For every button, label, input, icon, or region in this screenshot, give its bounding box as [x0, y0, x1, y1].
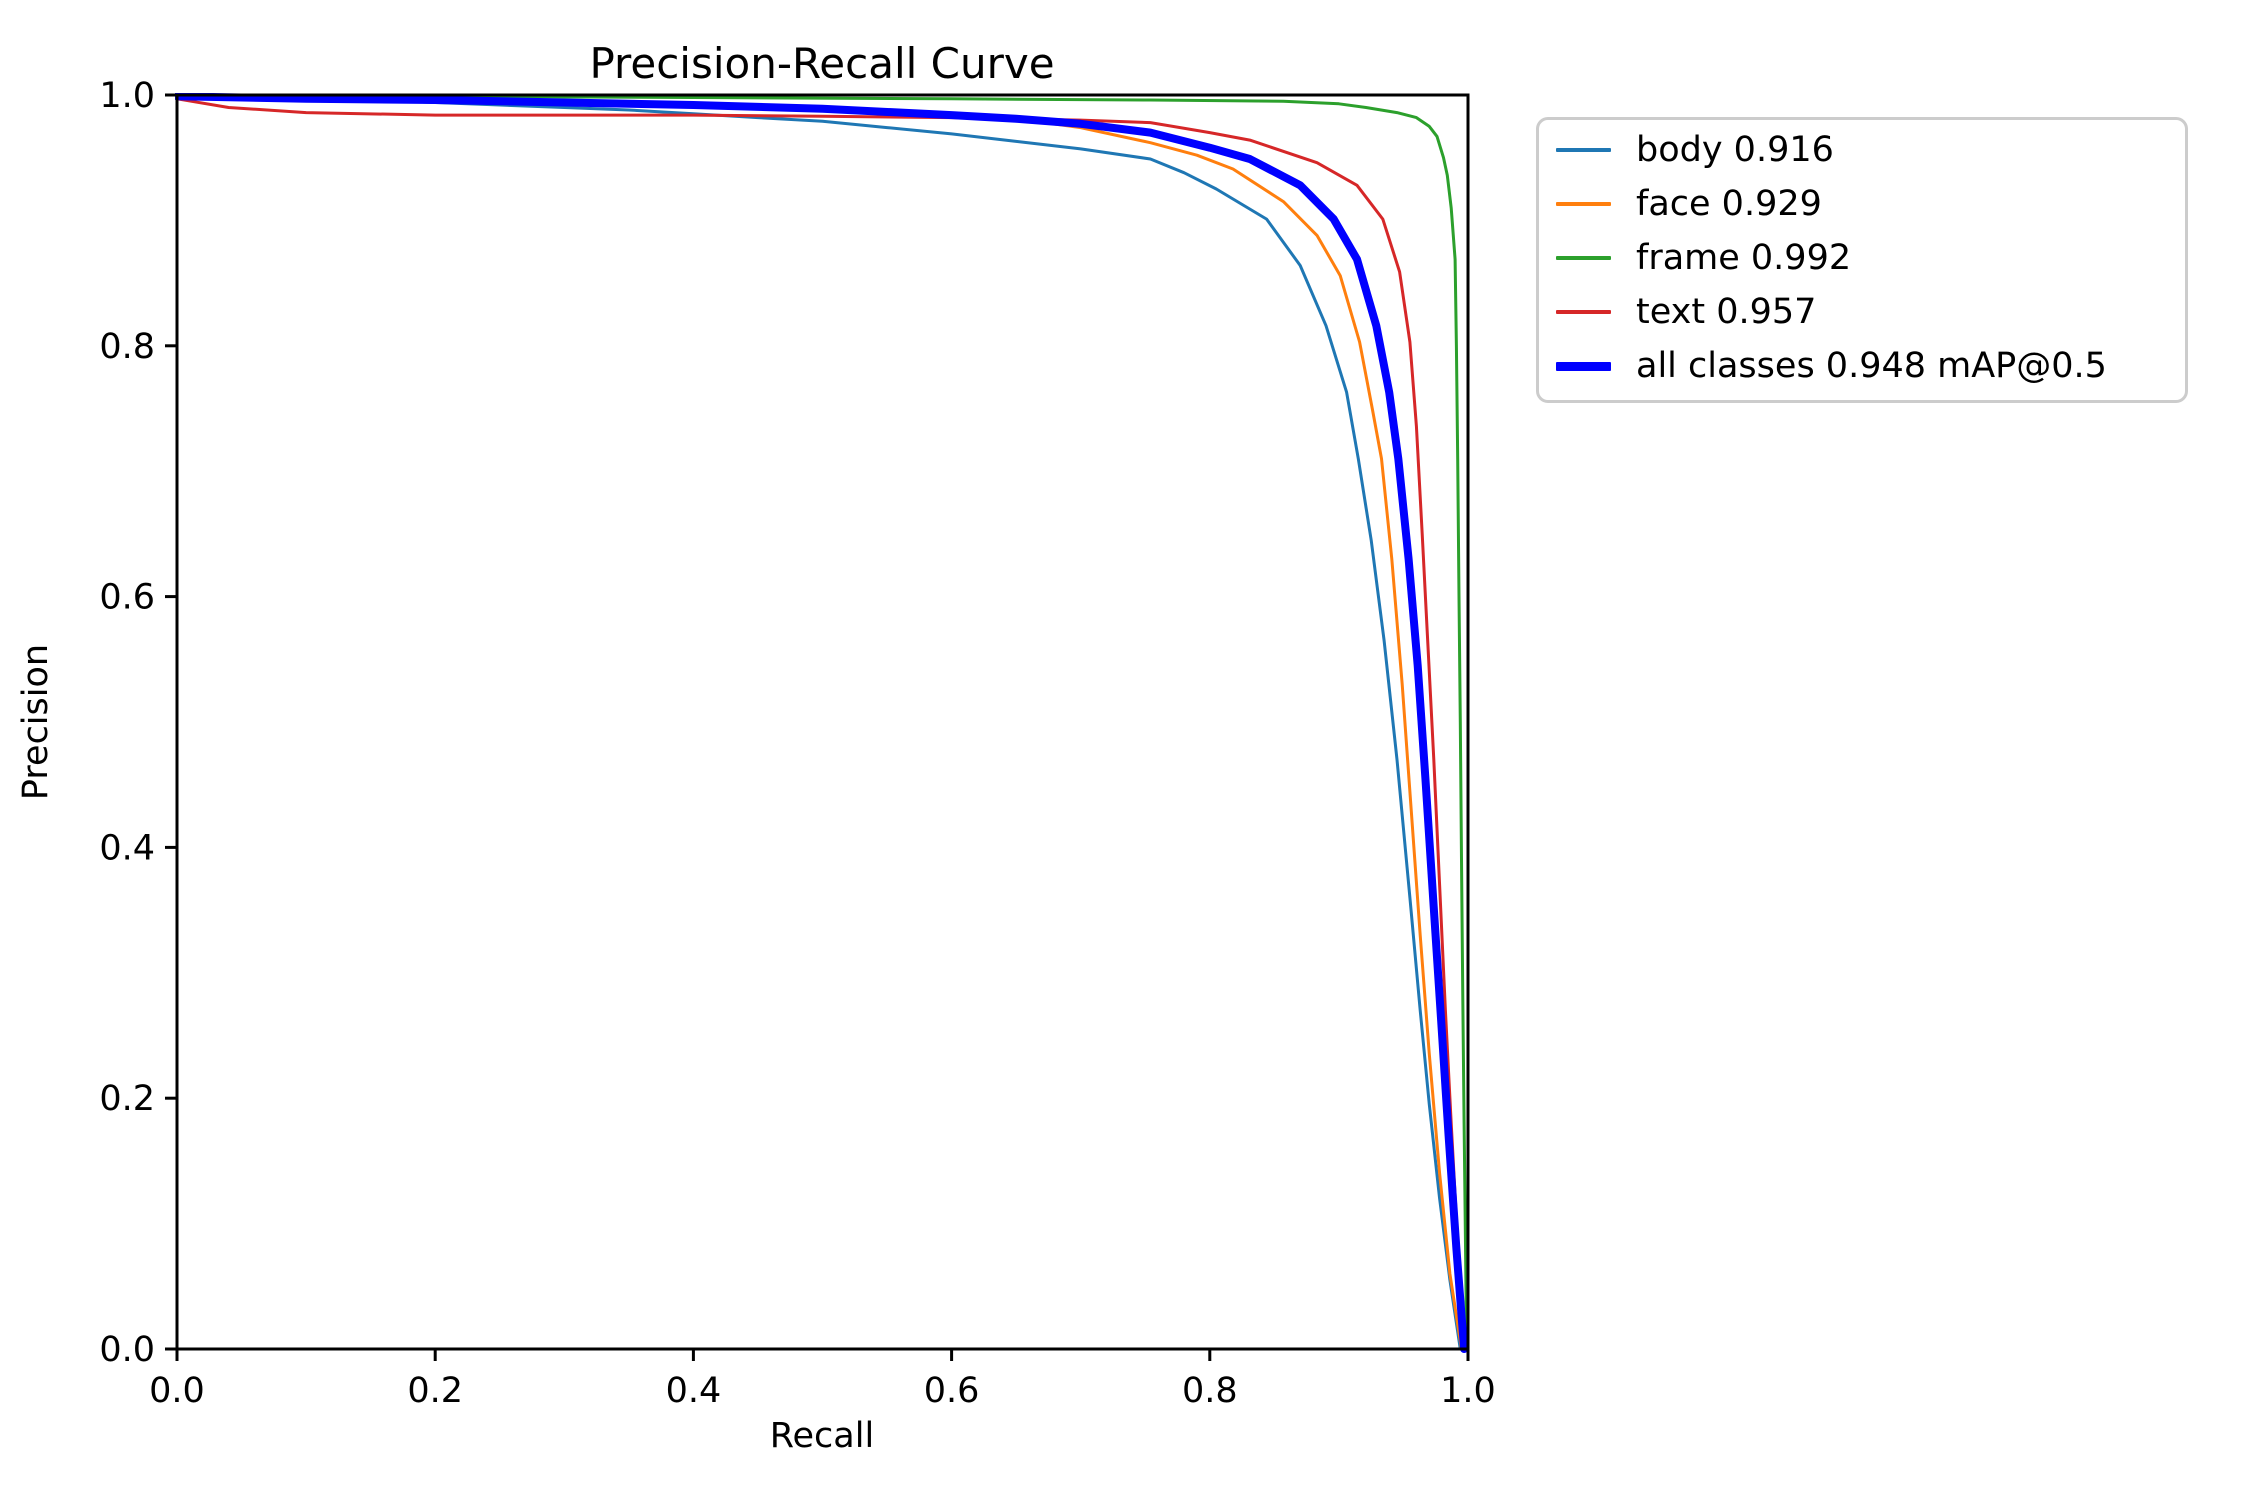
legend-label-face: face 0.929 [1636, 183, 1822, 224]
series-line-frame [175, 93, 1469, 1351]
legend-swatch-frame [1556, 256, 1611, 260]
series-layer [175, 93, 1469, 1353]
x-axis-label: Recall [770, 1416, 874, 1456]
legend-label-all-classes: all classes 0.948 mAP@0.5 [1636, 345, 2107, 386]
y-axis-label: Precision [16, 644, 56, 800]
y-tick-label: 0.6 [99, 578, 155, 618]
series-line-face [175, 94, 1463, 1351]
legend-item-all-classes: all classes 0.948 mAP@0.5 [1539, 339, 2185, 393]
legend-item-frame: frame 0.992 [1539, 231, 2185, 285]
legend: body 0.916 face 0.929 frame 0.992 text 0.95… [1536, 117, 2188, 403]
y-tick-label: 0.4 [99, 828, 155, 868]
legend-swatch-face [1556, 202, 1611, 206]
axes-layer: 0.0 0.2 0.4 0.6 0.8 1.0 0.0 0.2 0.4 0.6 0.8 1.0 [99, 76, 1496, 1411]
y-tick-label: 0.2 [99, 1079, 155, 1119]
x-tick-label: 0.0 [149, 1371, 205, 1411]
axes-frame [175, 93, 1470, 1351]
legend-item-face: face 0.929 [1539, 177, 2185, 231]
x-tick-label: 1.0 [1440, 1371, 1496, 1411]
legend-label-frame: frame 0.992 [1636, 237, 1852, 278]
legend-label-body: body 0.916 [1636, 129, 1834, 170]
legend-label-text: text 0.957 [1636, 291, 1817, 332]
legend-item-body: body 0.916 [1539, 123, 2185, 177]
chart-title: Precision-Recall Curve [589, 39, 1054, 88]
legend-swatch-text [1556, 310, 1611, 314]
y-tick-label: 0.8 [99, 327, 155, 367]
legend-swatch-all-classes [1556, 361, 1611, 371]
x-tick-label: 0.6 [924, 1371, 980, 1411]
series-line-body [175, 94, 1462, 1351]
legend-swatch-body [1556, 148, 1611, 152]
y-tick-label: 1.0 [99, 76, 155, 116]
series-line-all-classes [175, 93, 1469, 1353]
series-line-text [175, 97, 1466, 1351]
y-tick-label: 0.0 [99, 1330, 155, 1370]
x-tick-label: 0.2 [407, 1371, 463, 1411]
x-tick-label: 0.8 [1182, 1371, 1238, 1411]
legend-item-text: text 0.957 [1539, 285, 2185, 339]
x-tick-label: 0.4 [666, 1371, 722, 1411]
